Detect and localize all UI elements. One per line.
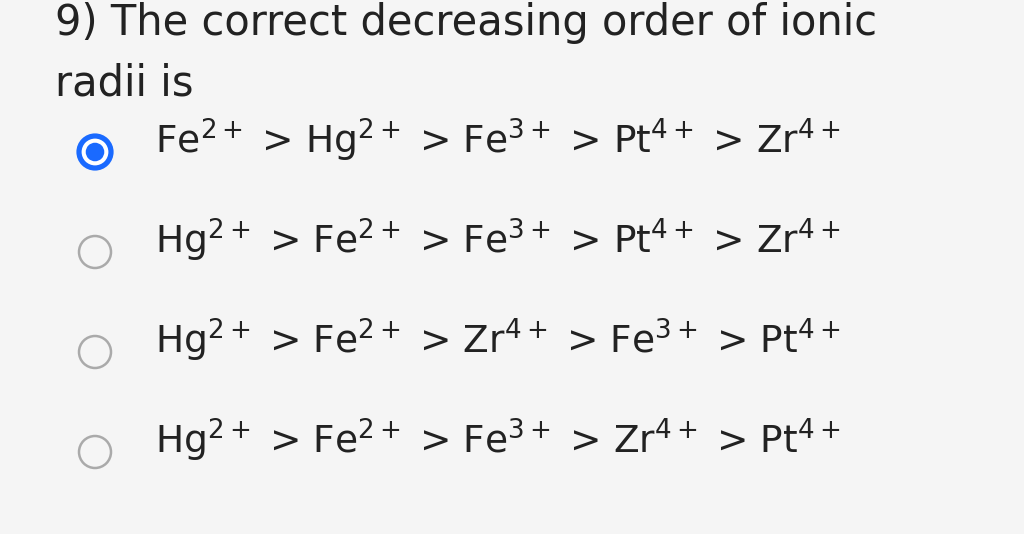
Text: Hg$^{2+}$ > Fe$^{2+}$ > Zr$^{4+}$ > Fe$^{3+}$ > Pt$^{4+}$: Hg$^{2+}$ > Fe$^{2+}$ > Zr$^{4+}$ > Fe$^… — [155, 317, 841, 364]
Circle shape — [84, 140, 106, 163]
Circle shape — [79, 236, 111, 268]
Circle shape — [79, 136, 111, 168]
Text: Hg$^{2+}$ > Fe$^{2+}$ > Fe$^{3+}$ > Pt$^{4+}$ > Zr$^{4+}$: Hg$^{2+}$ > Fe$^{2+}$ > Fe$^{3+}$ > Pt$^… — [155, 217, 841, 264]
Text: radii is: radii is — [55, 62, 194, 104]
Circle shape — [79, 336, 111, 368]
Text: Fe$^{2+}$ > Hg$^{2+}$ > Fe$^{3+}$ > Pt$^{4+}$ > Zr$^{4+}$: Fe$^{2+}$ > Hg$^{2+}$ > Fe$^{3+}$ > Pt$^… — [155, 117, 841, 164]
Circle shape — [86, 143, 104, 161]
Circle shape — [79, 436, 111, 468]
Text: 9) The correct decreasing order of ionic: 9) The correct decreasing order of ionic — [55, 2, 878, 44]
Text: Hg$^{2+}$ > Fe$^{2+}$ > Fe$^{3+}$ > Zr$^{4+}$ > Pt$^{4+}$: Hg$^{2+}$ > Fe$^{2+}$ > Fe$^{3+}$ > Zr$^… — [155, 417, 841, 464]
